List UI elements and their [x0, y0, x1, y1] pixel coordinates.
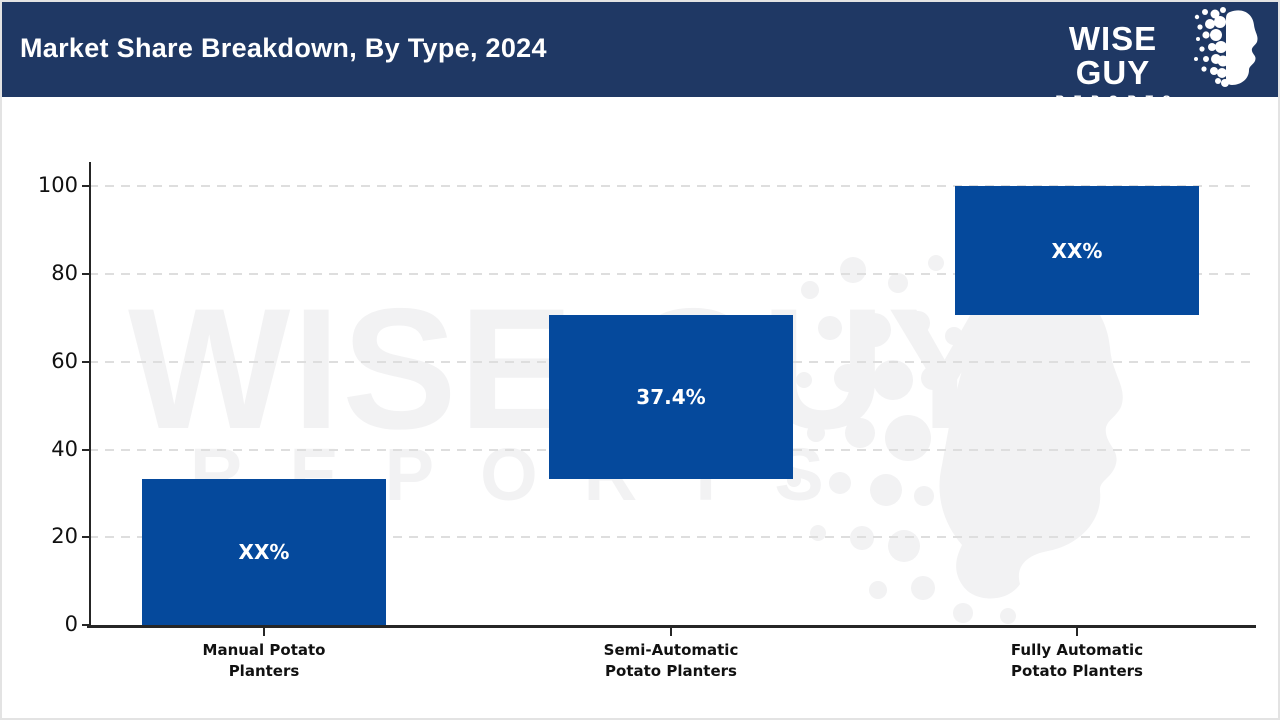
x-axis-tick-2 — [670, 628, 672, 636]
page-title: Market Share Breakdown, By Type, 2024 — [20, 33, 547, 63]
y-axis-tick-label-40: 40 — [51, 436, 78, 461]
y-axis-tick-20 — [82, 536, 89, 539]
y-axis-tick-label-60: 60 — [51, 348, 78, 373]
x-axis-tick-3 — [1076, 628, 1078, 636]
bar-value-label-1: XX% — [238, 539, 290, 564]
bar-value-label-3: XX% — [1051, 238, 1103, 263]
category-label-3: Fully Automatic Potato Planters — [1010, 641, 1144, 680]
gridline-80 — [89, 273, 1256, 275]
bar-segment-2: 37.4% — [549, 314, 793, 479]
y-axis-tick-label-80: 80 — [51, 261, 78, 285]
y-axis-tick-label-0: 0 — [64, 612, 78, 636]
logo-wordmark: WISE GUY — [1068, 20, 1158, 91]
bar-segment-3: XX% — [955, 186, 1199, 315]
logo-head-icon — [1194, 7, 1258, 87]
bar-segment-1: XX% — [142, 478, 386, 625]
category-label-1: Manual Potato Planters — [202, 641, 326, 680]
y-axis-tick-0 — [82, 624, 89, 626]
y-axis-tick-60 — [82, 360, 89, 363]
y-axis-tick-label-20: 20 — [51, 524, 78, 549]
y-axis-line — [89, 162, 91, 628]
logo-subtitle: REPORTS — [1055, 93, 1180, 107]
header-bar: Market Share Breakdown, By Type, 2024 WI… — [0, 0, 1280, 107]
wise-guy-reports-logo: WISE GUY REPORTS — [1027, 6, 1262, 107]
bar-value-label-2: 37.4% — [636, 384, 706, 409]
y-axis-tick-40 — [82, 448, 89, 451]
x-axis-tick-1 — [263, 628, 265, 636]
x-axis-line — [87, 625, 1256, 628]
y-axis-tick-label-100: 100 — [37, 173, 78, 198]
watermark-head-logo — [781, 255, 1123, 624]
y-axis-tick-80 — [82, 273, 89, 275]
category-label-2: Semi-Automatic Potato Planters — [603, 641, 739, 680]
gridline-20 — [89, 536, 1256, 539]
y-axis-tick-100 — [82, 185, 89, 188]
gridline-100 — [89, 185, 1256, 188]
